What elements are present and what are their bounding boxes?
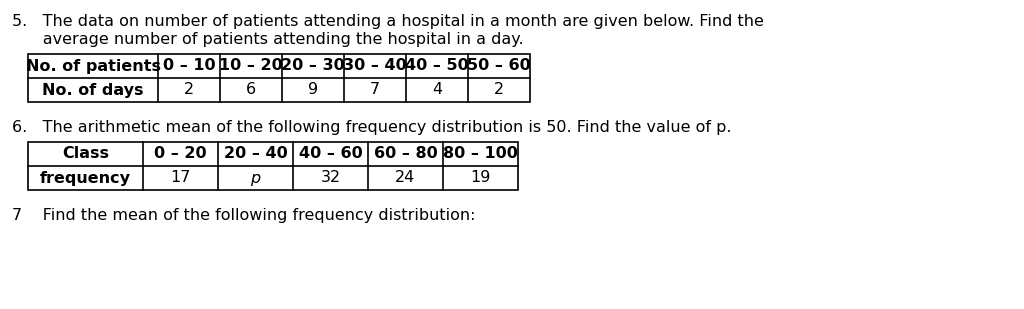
- Text: 80 – 100: 80 – 100: [443, 146, 518, 162]
- Text: 0 – 10: 0 – 10: [163, 58, 215, 74]
- Text: 17: 17: [170, 171, 190, 185]
- Text: 7    Find the mean of the following frequency distribution:: 7 Find the mean of the following frequen…: [12, 208, 475, 223]
- Text: Class: Class: [62, 146, 109, 162]
- Text: No. of days: No. of days: [42, 83, 143, 98]
- Text: frequency: frequency: [40, 171, 131, 185]
- Text: 32: 32: [321, 171, 341, 185]
- Text: 2: 2: [494, 83, 504, 98]
- Text: 0 – 20: 0 – 20: [155, 146, 207, 162]
- Text: average number of patients attending the hospital in a day.: average number of patients attending the…: [12, 32, 523, 47]
- Text: 7: 7: [370, 83, 380, 98]
- Text: 6.   The arithmetic mean of the following frequency distribution is 50. Find the: 6. The arithmetic mean of the following …: [12, 120, 731, 135]
- Text: 40 – 60: 40 – 60: [299, 146, 362, 162]
- Text: 6: 6: [246, 83, 256, 98]
- Text: 20 – 40: 20 – 40: [223, 146, 288, 162]
- Text: 40 – 50: 40 – 50: [406, 58, 469, 74]
- Text: p: p: [251, 171, 260, 185]
- Bar: [28, 142, 518, 190]
- Text: 2: 2: [184, 83, 195, 98]
- Text: 30 – 40: 30 – 40: [343, 58, 407, 74]
- Text: 60 – 80: 60 – 80: [374, 146, 437, 162]
- Text: 10 – 20: 10 – 20: [219, 58, 283, 74]
- Text: 50 – 60: 50 – 60: [467, 58, 530, 74]
- Text: 9: 9: [308, 83, 318, 98]
- Text: 5.   The data on number of patients attending a hospital in a month are given be: 5. The data on number of patients attend…: [12, 14, 764, 29]
- Text: No. of patients: No. of patients: [26, 58, 161, 74]
- Text: 19: 19: [470, 171, 490, 185]
- Text: 4: 4: [432, 83, 442, 98]
- Text: 24: 24: [395, 171, 416, 185]
- Bar: [28, 54, 530, 102]
- Text: 20 – 30: 20 – 30: [282, 58, 345, 74]
